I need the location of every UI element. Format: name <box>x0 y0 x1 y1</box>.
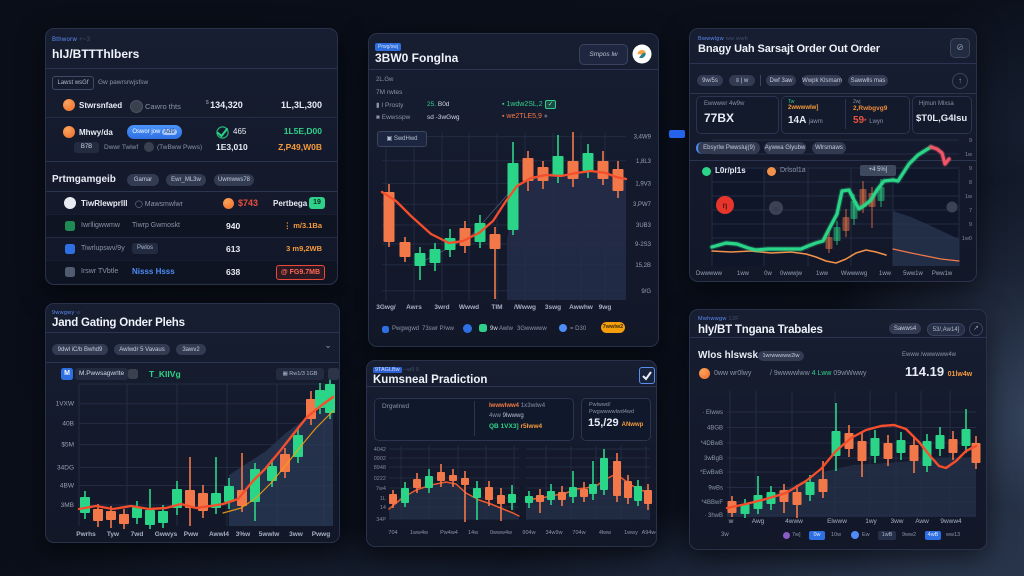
svg-text:9www4: 9www4 <box>940 518 962 525</box>
svg-text:9-2S3: 9-2S3 <box>635 242 652 248</box>
svg-text:w: w <box>728 518 734 525</box>
svg-text:9: 9 <box>969 222 972 228</box>
svg-text:4www: 4www <box>785 518 803 525</box>
svg-text:3,4W9: 3,4W9 <box>634 135 652 141</box>
svg-text:34w9w: 34w9w <box>545 530 562 536</box>
svg-text:Pw4w4: Pw4w4 <box>440 530 458 536</box>
svg-text:7w4: 7w4 <box>376 486 386 492</box>
svg-text:Awg: Awg <box>752 518 765 525</box>
svg-text:34P: 34P <box>376 517 386 523</box>
svg-text:4lww: 4lww <box>599 530 611 536</box>
svg-text:0w: 0w <box>764 271 772 277</box>
svg-text:704: 704 <box>388 530 397 536</box>
svg-text:A94w4: A94w4 <box>642 530 656 536</box>
svg-text:0wwwjw: 0wwwjw <box>780 271 803 277</box>
svg-text:3ww: 3ww <box>890 518 903 525</box>
svg-text:1w: 1w <box>965 152 972 158</box>
svg-text:1,8L3: 1,8L3 <box>636 159 652 165</box>
svg-text:Gwwys: Gwwys <box>155 531 178 538</box>
svg-text:3ww: 3ww <box>289 531 304 538</box>
svg-text:3wrd: 3wrd <box>434 304 449 311</box>
svg-text:Tyw: Tyw <box>107 531 120 538</box>
svg-text:· Elwws: · Elwws <box>702 410 723 416</box>
svg-text:9: 9 <box>969 138 972 144</box>
svg-text:Pwwg: Pwwg <box>312 531 330 538</box>
svg-text:704w: 704w <box>572 530 585 536</box>
svg-text:Awwhw: Awwhw <box>569 304 594 311</box>
svg-text:5ww1w: 5ww1w <box>903 271 923 277</box>
svg-text:0222: 0222 <box>374 476 386 482</box>
svg-text:Wwwd: Wwwd <box>459 304 479 311</box>
svg-text:15,2B: 15,2B <box>635 263 651 269</box>
svg-text:Dwwwww: Dwwwww <box>696 271 723 277</box>
svg-text:3wBgB: 3wBgB <box>704 456 723 462</box>
svg-text:3,PW7: 3,PW7 <box>633 202 652 208</box>
svg-text:3UB3: 3UB3 <box>636 223 652 229</box>
svg-text:$5M: $5M <box>61 442 74 449</box>
svg-text:8948: 8948 <box>374 465 386 471</box>
svg-text:7: 7 <box>969 208 972 214</box>
svg-text:1ww: 1ww <box>737 271 750 277</box>
svg-text:Awrs: Awrs <box>406 304 422 311</box>
svg-text:*EwBwB: *EwBwB <box>700 470 723 476</box>
svg-text:3MB: 3MB <box>61 502 74 509</box>
svg-text:7wd: 7wd <box>131 531 144 538</box>
svg-text:1wy: 1wy <box>865 518 877 525</box>
svg-text:3Gwg/: 3Gwg/ <box>376 304 396 311</box>
svg-text:9wg: 9wg <box>599 304 612 311</box>
svg-text:Pww: Pww <box>184 531 199 538</box>
svg-text:☺: ☺ <box>772 206 779 213</box>
svg-text:8: 8 <box>969 180 972 186</box>
svg-text:1L: 1L <box>380 496 386 502</box>
svg-text:9wBs: 9wBs <box>708 486 723 492</box>
svg-text:Aww: Aww <box>915 518 929 525</box>
svg-text:· 3hwB: · 3hwB <box>704 513 723 519</box>
svg-text:ƞ: ƞ <box>723 201 728 210</box>
svg-text:5wwlw: 5wwlw <box>259 531 281 538</box>
svg-text:3swg: 3swg <box>545 304 561 311</box>
svg-text:40B: 40B <box>62 420 74 427</box>
svg-text:9/G: 9/G <box>641 289 651 295</box>
svg-text:4BW: 4BW <box>60 483 75 490</box>
svg-text:1ww: 1ww <box>816 271 829 277</box>
svg-text:1ww4w: 1ww4w <box>410 530 428 536</box>
svg-text:14w: 14w <box>468 530 478 536</box>
svg-text:TIM: TIM <box>491 304 502 311</box>
svg-text:1VXW: 1VXW <box>56 401 75 408</box>
svg-text:*4BBwF: *4BBwF <box>701 500 723 506</box>
svg-text:1ww: 1ww <box>879 271 892 277</box>
svg-text:/Wwwg: /Wwwg <box>514 304 536 311</box>
svg-text:Wwwwwg: Wwwwwg <box>841 271 867 277</box>
svg-text:1,9V3: 1,9V3 <box>635 181 651 187</box>
svg-text:Pww1w: Pww1w <box>932 271 953 277</box>
svg-text:9: 9 <box>969 166 972 172</box>
svg-text:1w: 1w <box>965 194 972 200</box>
svg-text:0902: 0902 <box>374 456 386 462</box>
svg-text:1wwy: 1wwy <box>624 530 638 536</box>
svg-text:Elwww: Elwww <box>827 518 847 525</box>
svg-text:904w: 904w <box>522 530 535 536</box>
svg-text:3%w: 3%w <box>236 531 251 538</box>
svg-text:14: 14 <box>380 505 386 511</box>
svg-text:Awwl4: Awwl4 <box>209 531 229 538</box>
svg-text:4042: 4042 <box>374 447 386 453</box>
svg-text:Pwrhs: Pwrhs <box>76 531 96 538</box>
svg-text:0www4w: 0www4w <box>490 530 512 536</box>
svg-text:4BGB: 4BGB <box>707 426 723 432</box>
svg-text:1w0: 1w0 <box>962 236 972 242</box>
svg-text:34DG: 34DG <box>57 464 74 471</box>
svg-text:*4DBwB: *4DBwB <box>701 441 723 447</box>
